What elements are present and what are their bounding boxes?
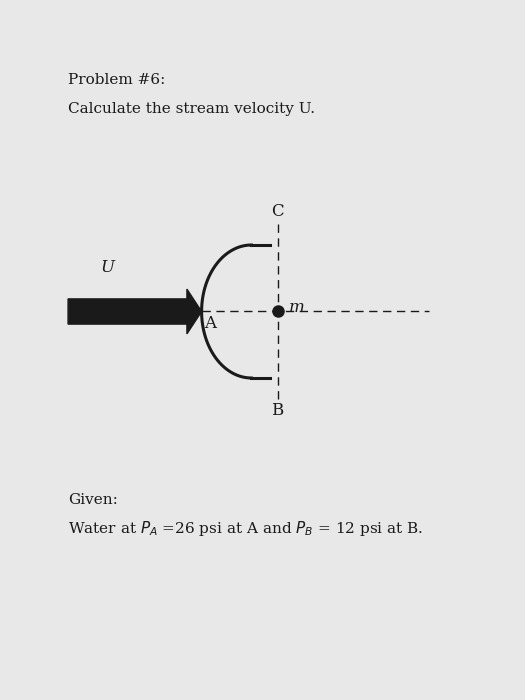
Text: U: U: [100, 260, 114, 276]
Text: m: m: [289, 300, 305, 316]
Polygon shape: [68, 289, 202, 334]
Text: C: C: [271, 204, 284, 220]
Text: Water at $P_A$ =26 psi at A and $P_B$ = 12 psi at B.: Water at $P_A$ =26 psi at A and $P_B$ = …: [68, 519, 424, 538]
Text: Problem #6:: Problem #6:: [68, 74, 165, 88]
Text: A: A: [204, 315, 216, 332]
Text: B: B: [271, 402, 284, 419]
Text: Calculate the stream velocity U.: Calculate the stream velocity U.: [68, 102, 315, 116]
Text: Given:: Given:: [68, 494, 118, 508]
